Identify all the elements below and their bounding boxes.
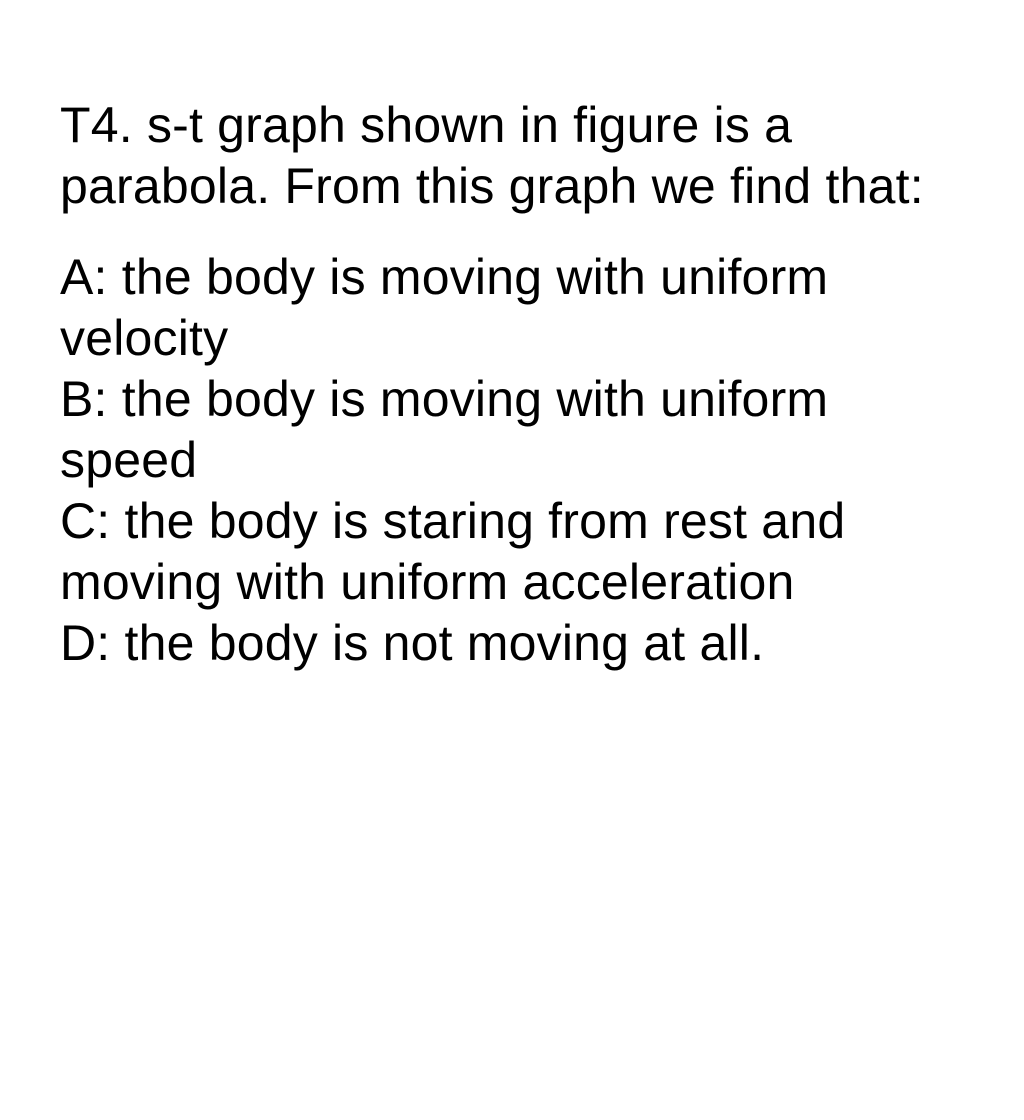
option-text: the body is moving with uniform speed <box>60 371 828 488</box>
option-label: B: <box>60 371 108 427</box>
option-text: the body is staring from rest and moving… <box>60 493 845 610</box>
question-block: T4. s-t graph shown in figure is a parab… <box>60 95 964 217</box>
option-b: B: the body is moving with uniform speed <box>60 369 964 491</box>
options-block: A: the body is moving with uniform veloc… <box>60 247 964 674</box>
page: T4. s-t graph shown in figure is a parab… <box>0 0 1024 734</box>
question-number: T4. <box>60 97 133 153</box>
option-d: D: the body is not moving at all. <box>60 613 964 674</box>
option-a: A: the body is moving with uniform veloc… <box>60 247 964 369</box>
option-label: C: <box>60 493 110 549</box>
option-label: A: <box>60 249 108 305</box>
option-text: the body is moving with uniform velocity <box>60 249 828 366</box>
option-c: C: the body is staring from rest and mov… <box>60 491 964 613</box>
option-label: D: <box>60 615 110 671</box>
option-text: the body is not moving at all. <box>125 615 765 671</box>
question-text: s-t graph shown in figure is a parabola.… <box>60 97 924 214</box>
